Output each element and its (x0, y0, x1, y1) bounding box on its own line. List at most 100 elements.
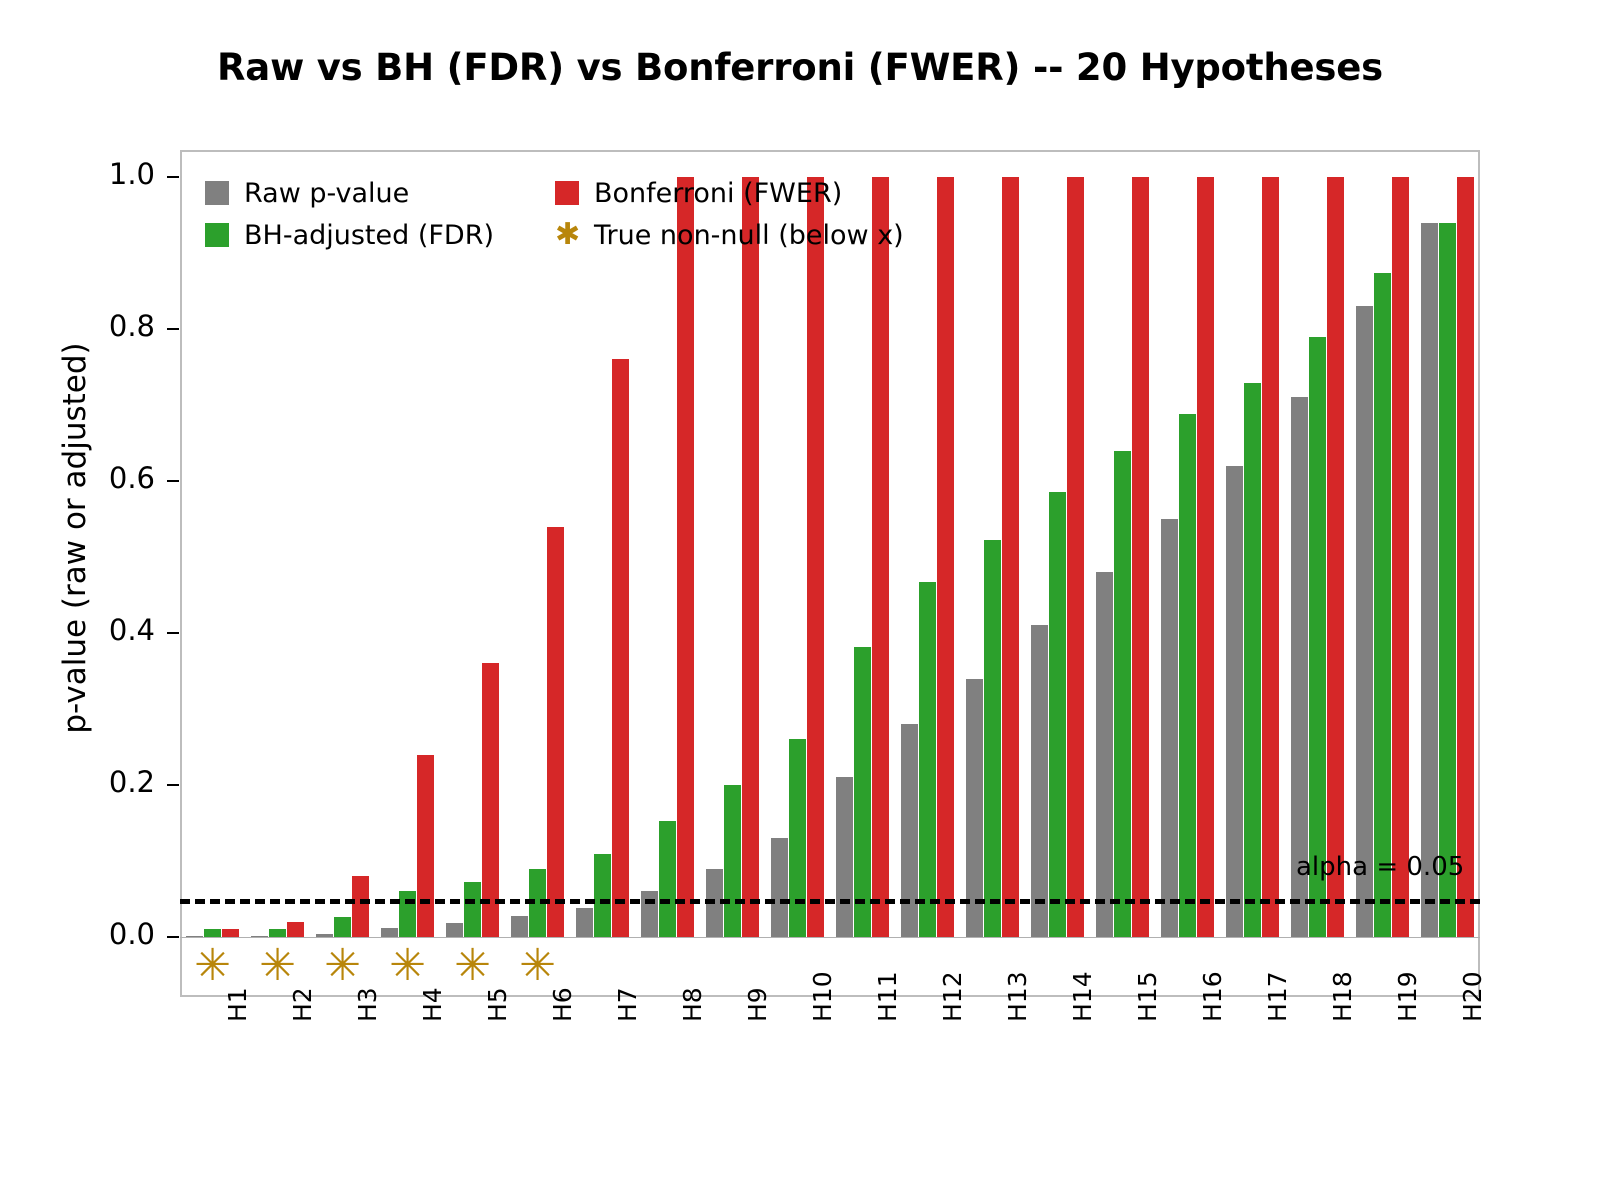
chart-title: Raw vs BH (FDR) vs Bonferroni (FWER) -- … (217, 46, 1383, 89)
x-tick-label-h5: H5 (482, 987, 512, 1022)
bar-h10-bonf (807, 177, 824, 937)
bar-h7-bonf (612, 359, 629, 937)
bar-h8-raw (641, 890, 658, 937)
alpha-threshold-line (180, 899, 1480, 904)
x-tick-label-h8: H8 (677, 987, 707, 1022)
legend-swatch-raw-icon (205, 181, 229, 205)
bar-h1-bonf (222, 929, 239, 937)
bar-h14-bonf (1067, 177, 1084, 937)
legend-label-non-null: True non-null (below x) (594, 219, 904, 251)
bar-h20-bh (1439, 222, 1456, 937)
chart-legend: Raw p-value Bonferroni (FWER) BH-adjuste… (205, 172, 905, 256)
bar-h1-bh (204, 929, 221, 937)
zero-baseline (180, 937, 1480, 938)
bar-h11-raw (836, 777, 853, 937)
y-tick-mark (167, 480, 179, 482)
bar-h10-raw (771, 838, 788, 937)
y-tick-mark (167, 632, 179, 634)
bar-h18-bh (1309, 337, 1326, 937)
x-tick-label-h4: H4 (417, 987, 447, 1022)
bar-h17-bonf (1262, 177, 1279, 937)
legend-entry-non-null: ✱ True non-null (below x) (555, 220, 905, 251)
legend-row-1: Raw p-value Bonferroni (FWER) (205, 172, 905, 214)
x-tick-label-h3: H3 (352, 987, 382, 1022)
non-null-asterisk-h2: ✳ (259, 940, 296, 991)
bar-h15-bh (1114, 450, 1131, 937)
y-tick-mark (167, 936, 179, 938)
bar-h8-bh (659, 821, 676, 937)
legend-entry-bonferroni: Bonferroni (FWER) (555, 178, 905, 209)
bar-h6-bonf (547, 526, 564, 937)
bar-h18-bonf (1327, 177, 1344, 937)
bar-h15-raw (1096, 572, 1113, 937)
legend-label-raw: Raw p-value (244, 177, 410, 209)
legend-entry-bh: BH-adjusted (FDR) (205, 220, 555, 251)
bar-h8-bonf (677, 177, 694, 937)
bar-h2-bh (269, 929, 286, 937)
non-null-asterisk-h3: ✳ (324, 940, 361, 991)
bar-h2-raw (251, 936, 268, 937)
non-null-asterisk-h4: ✳ (389, 940, 426, 991)
y-tick-mark (167, 784, 179, 786)
bar-h16-bonf (1197, 177, 1214, 937)
x-tick-label-h6: H6 (547, 987, 577, 1022)
bar-h15-bonf (1132, 177, 1149, 937)
bar-h13-raw (966, 678, 983, 937)
x-tick-label-h16: H16 (1197, 971, 1227, 1022)
bar-h17-bh (1244, 382, 1261, 937)
bar-h11-bonf (872, 177, 889, 937)
bar-h9-bh (724, 785, 741, 937)
bar-h19-bonf (1392, 177, 1409, 937)
non-null-asterisk-h1: ✳ (194, 940, 231, 991)
bar-h3-raw (316, 933, 333, 937)
x-tick-label-h9: H9 (742, 987, 772, 1022)
x-tick-label-h2: H2 (287, 987, 317, 1022)
bar-h7-raw (576, 908, 593, 937)
x-tick-label-h15: H15 (1132, 971, 1162, 1022)
x-tick-label-h18: H18 (1327, 971, 1357, 1022)
alpha-threshold-label: alpha = 0.05 (1296, 852, 1465, 882)
y-tick-label: 0.4 (108, 613, 155, 647)
x-tick-label-h17: H17 (1262, 971, 1292, 1022)
x-tick-label-h7: H7 (612, 987, 642, 1022)
bar-h17-raw (1226, 465, 1243, 937)
bar-h13-bh (984, 539, 1001, 937)
bar-h1-raw (186, 936, 203, 937)
bar-h7-bh (594, 854, 611, 937)
bar-h4-bonf (417, 754, 434, 937)
x-tick-label-h11: H11 (872, 971, 902, 1022)
bar-h13-bonf (1002, 177, 1019, 937)
x-tick-label-h10: H10 (807, 971, 837, 1022)
y-tick-label: 0.8 (108, 309, 155, 343)
bar-h5-bh (464, 882, 481, 937)
legend-label-bh: BH-adjusted (FDR) (244, 219, 495, 251)
bar-h18-raw (1291, 397, 1308, 937)
legend-swatch-bonferroni-icon (555, 181, 579, 205)
y-axis-label: p-value (raw or adjusted) (57, 342, 93, 734)
x-tick-label-h19: H19 (1392, 971, 1422, 1022)
bar-h5-raw (446, 923, 463, 937)
y-tick-label: 1.0 (108, 157, 155, 191)
bar-h12-raw (901, 724, 918, 937)
x-tick-label-h13: H13 (1002, 971, 1032, 1022)
x-tick-label-h14: H14 (1067, 971, 1097, 1022)
legend-row-2: BH-adjusted (FDR) ✱ True non-null (below… (205, 214, 905, 256)
bar-h20-raw (1421, 222, 1438, 937)
bar-h19-raw (1356, 306, 1373, 937)
bar-h3-bh (334, 916, 351, 937)
x-tick-label-h12: H12 (937, 971, 967, 1022)
bar-h16-raw (1161, 519, 1178, 937)
legend-label-bonferroni: Bonferroni (FWER) (594, 177, 843, 209)
bar-h11-bh (854, 646, 871, 937)
bar-h10-bh (789, 739, 806, 937)
bar-h5-bonf (482, 663, 499, 937)
y-tick-label: 0.6 (108, 461, 155, 495)
bar-h6-raw (511, 916, 528, 937)
legend-asterisk-icon: ✱ (555, 217, 581, 252)
bar-h12-bonf (937, 177, 954, 937)
bar-h19-bh (1374, 272, 1391, 937)
x-tick-label-h1: H1 (222, 987, 252, 1022)
bar-h3-bonf (352, 876, 369, 937)
bar-h14-bh (1049, 491, 1066, 937)
plot-frame (180, 150, 1480, 997)
